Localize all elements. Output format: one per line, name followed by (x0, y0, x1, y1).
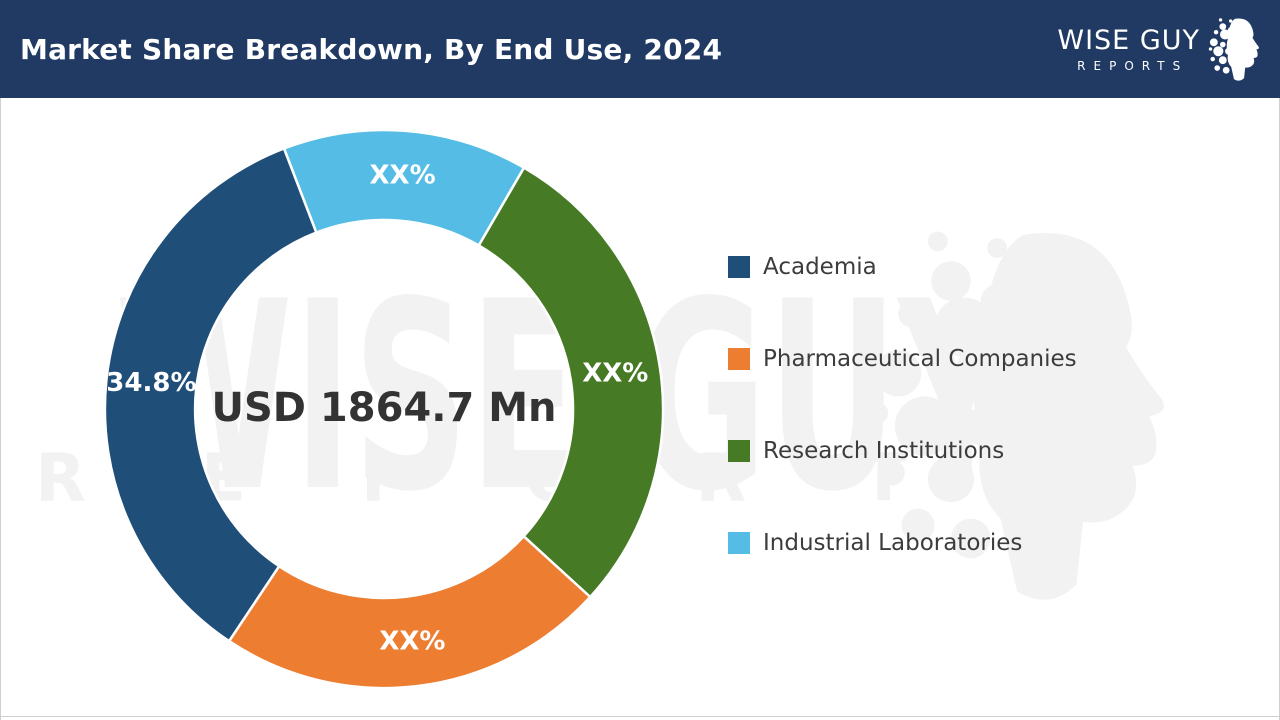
segment-value-label: XX% (582, 358, 648, 388)
segment-value-label: XX% (370, 161, 436, 191)
chart-legend: Academia Pharmaceutical Companies Research… (728, 254, 1077, 556)
legend-label: Research Institutions (763, 438, 1005, 464)
wise-guy-logo: WISE GUY REPORTS (1057, 14, 1262, 84)
donut-segment-academia (103, 147, 318, 643)
legend-item-research-institutions: Research Institutions (728, 438, 1077, 464)
page-title: Market Share Breakdown, By End Use, 2024 (20, 32, 723, 66)
chart-center-value: USD 1864.7 Mn (211, 385, 557, 431)
legend-label: Industrial Laboratories (763, 530, 1023, 556)
donut-chart: XX% XX% XX% 34.8% (103, 128, 665, 690)
bottom-border-line (0, 716, 1280, 717)
watermark-face-icon (868, 231, 1164, 600)
logo-tagline: REPORTS (1077, 58, 1189, 73)
logo-text: WISE GUY REPORTS (1057, 27, 1200, 72)
legend-item-pharmaceutical-companies: Pharmaceutical Companies (728, 346, 1077, 372)
header-bar: Market Share Breakdown, By End Use, 2024… (0, 0, 1280, 98)
legend-swatch (728, 440, 750, 462)
wise-guy-face-icon (1208, 18, 1259, 81)
logo-brand-name: WISE GUY (1057, 24, 1200, 56)
legend-label: Pharmaceutical Companies (763, 346, 1077, 372)
segment-value-label: 34.8% (106, 368, 196, 398)
donut-segment-pharmaceutical-companies (227, 535, 592, 690)
legend-label: Academia (763, 254, 877, 280)
legend-item-academia: Academia (728, 254, 1077, 280)
segment-value-label: XX% (379, 626, 445, 656)
legend-swatch (728, 348, 750, 370)
donut-segment-research-institutions (477, 166, 665, 599)
legend-swatch (728, 532, 750, 554)
legend-swatch (728, 256, 750, 278)
legend-item-industrial-laboratories: Industrial Laboratories (728, 530, 1077, 556)
